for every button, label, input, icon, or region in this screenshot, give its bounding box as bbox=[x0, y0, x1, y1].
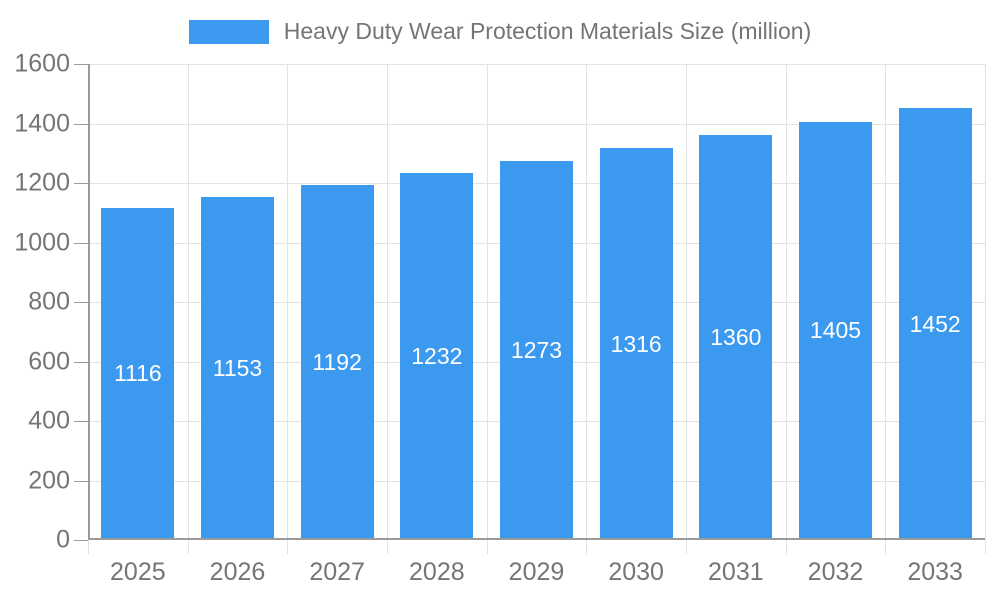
y-axis-label: 1200 bbox=[14, 168, 70, 197]
gridline-vertical bbox=[187, 64, 189, 540]
y-axis-tick bbox=[74, 361, 88, 363]
gridline-horizontal bbox=[88, 123, 985, 125]
bar-value-label: 1232 bbox=[411, 343, 463, 370]
bar: 1405 bbox=[799, 122, 872, 540]
y-axis-label: 600 bbox=[28, 347, 70, 375]
x-axis-label: 2032 bbox=[807, 558, 864, 586]
x-axis-tick bbox=[586, 540, 588, 554]
bar-value-label: 1360 bbox=[710, 324, 762, 351]
legend: Heavy Duty Wear Protection Materials Siz… bbox=[0, 18, 1000, 45]
bar-value-label: 1192 bbox=[312, 349, 362, 376]
y-axis-label: 0 bbox=[56, 525, 70, 554]
y-axis-tick bbox=[74, 421, 88, 422]
legend-swatch bbox=[188, 19, 269, 44]
x-axis-label: 2028 bbox=[409, 558, 465, 586]
bar: 1452 bbox=[898, 108, 972, 540]
x-axis-line bbox=[88, 538, 985, 540]
y-axis-label: 1600 bbox=[14, 49, 70, 78]
x-axis-label: 2027 bbox=[309, 558, 365, 586]
y-axis-label: 1400 bbox=[14, 109, 70, 137]
gridline-vertical bbox=[486, 64, 488, 540]
y-axis-tick bbox=[74, 540, 88, 541]
x-axis-tick bbox=[387, 540, 388, 554]
x-axis-label: 2033 bbox=[907, 558, 963, 586]
x-axis-tick bbox=[686, 540, 687, 554]
bar: 1316 bbox=[599, 148, 673, 540]
y-axis-tick bbox=[74, 480, 88, 482]
bar: 1273 bbox=[500, 161, 573, 540]
x-axis-tick bbox=[785, 540, 787, 554]
gridline-vertical bbox=[885, 64, 887, 540]
y-axis-label: 400 bbox=[28, 406, 70, 435]
x-axis-tick bbox=[187, 540, 189, 554]
bar: 1116 bbox=[101, 207, 175, 540]
gridline-vertical bbox=[287, 64, 289, 540]
bar: 1153 bbox=[201, 196, 274, 540]
bar-value-label: 1316 bbox=[610, 330, 662, 357]
gridline-vertical bbox=[686, 64, 687, 540]
y-axis-tick bbox=[74, 242, 88, 244]
x-axis-tick bbox=[88, 540, 89, 554]
bar-value-label: 1273 bbox=[510, 337, 563, 364]
x-axis-tick bbox=[486, 540, 488, 554]
x-axis-tick bbox=[885, 540, 887, 554]
gridline-vertical bbox=[586, 64, 588, 540]
x-axis-tick bbox=[287, 540, 289, 554]
legend-label: Heavy Duty Wear Protection Materials Siz… bbox=[283, 18, 812, 44]
y-axis-label: 800 bbox=[28, 287, 70, 316]
bar-value-label: 1452 bbox=[909, 310, 961, 337]
bar-value-label: 1116 bbox=[113, 360, 162, 387]
y-axis-tick bbox=[74, 183, 88, 184]
y-axis-label: 1000 bbox=[14, 228, 70, 256]
gridline-horizontal bbox=[88, 64, 985, 65]
bar: 1360 bbox=[699, 135, 773, 540]
bar: 1232 bbox=[400, 173, 474, 540]
bar-value-label: 1153 bbox=[212, 354, 263, 381]
y-axis-tick bbox=[74, 302, 88, 303]
y-axis-tick bbox=[74, 123, 88, 125]
y-axis-tick bbox=[74, 64, 88, 65]
bar: 1192 bbox=[300, 185, 374, 540]
x-axis-label: 2026 bbox=[209, 558, 266, 586]
bar-value-label: 1405 bbox=[809, 317, 862, 344]
gridline-vertical bbox=[985, 64, 986, 540]
gridline-vertical bbox=[785, 64, 787, 540]
x-axis-label: 2030 bbox=[608, 558, 664, 586]
y-axis-label: 200 bbox=[28, 466, 70, 494]
x-axis-label: 2031 bbox=[708, 558, 764, 586]
x-axis-tick bbox=[985, 540, 986, 554]
x-axis-label: 2029 bbox=[508, 558, 565, 586]
x-axis-label: 2025 bbox=[110, 558, 166, 586]
plot-area: 0 200 400 600 800 1000 1200 1400 1600 1116 2025 115… bbox=[14, 50, 986, 586]
gridline-vertical bbox=[387, 64, 388, 540]
y-axis-line bbox=[88, 64, 90, 540]
